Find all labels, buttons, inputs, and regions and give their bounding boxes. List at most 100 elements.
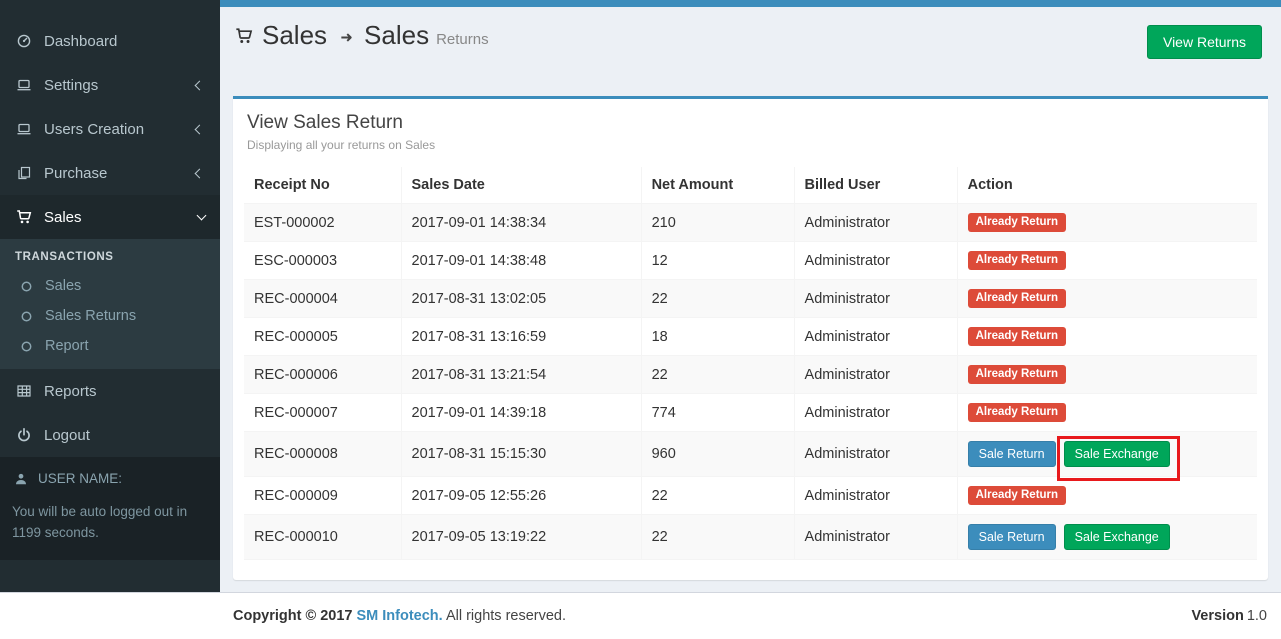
sale-return-button[interactable]: Sale Return: [967, 441, 1056, 467]
action-cell: Already Return: [956, 476, 1257, 515]
view-returns-button[interactable]: View Returns: [1146, 25, 1262, 59]
sidebar-item-reports[interactable]: Reports: [0, 369, 220, 413]
sidebar-item-sales[interactable]: Sales: [0, 195, 220, 239]
net-amount-cell: 22: [640, 355, 795, 394]
breadcrumb-subpage: Returns: [436, 31, 489, 48]
user-panel-title: USER NAME:: [12, 471, 208, 486]
top-accent-bar: [220, 0, 1281, 7]
sidebar-item-label: Dashboard: [44, 32, 118, 50]
sidebar-item-label: Purchase: [44, 164, 108, 182]
company-link[interactable]: SM Infotech.: [356, 608, 443, 624]
sales-date-cell: 2017-09-01 14:39:18: [400, 393, 642, 432]
page: Dashboard Settings Users Creation Purchase S…: [0, 0, 1281, 592]
already-return-badge: Already Return: [967, 251, 1067, 270]
net-amount-cell: 22: [640, 476, 795, 515]
net-amount-cell: 22: [640, 279, 795, 318]
laptop-icon: [15, 77, 33, 93]
content-header: Sales Sales Returns View Returns: [220, 7, 1281, 59]
panel-header: View Sales Return Displaying all your re…: [233, 99, 1268, 161]
laptop-icon: [15, 121, 33, 137]
table-header-row: Receipt No Sales Date Net Amount Billed Use…: [244, 167, 1257, 204]
sales-date-cell: 2017-09-01 14:38:34: [400, 203, 642, 242]
billed-user-cell: Administrator: [793, 355, 958, 394]
sidebar-item-label: Settings: [44, 76, 99, 94]
submenu-item-report[interactable]: Report: [0, 331, 220, 361]
submenu-header: TRANSACTIONS: [15, 251, 114, 263]
table-row: REC-000009 2017-09-05 12:55:26 22 Administr…: [244, 476, 1257, 515]
sidebar-submenu: TRANSACTIONS Sales Sales Returns Report: [0, 239, 220, 369]
billed-user-cell: Administrator: [793, 279, 958, 318]
highlighted-action: Sale Exchange: [1056, 436, 1180, 481]
sidebar-item-users-creation[interactable]: Users Creation: [0, 107, 220, 151]
receipt-no-cell: REC-000007: [244, 393, 402, 432]
circle-o-icon: [17, 340, 35, 353]
receipt-no-cell: ESC-000003: [244, 241, 402, 280]
net-amount-cell: 960: [640, 431, 795, 477]
sales-returns-table: Receipt No Sales Date Net Amount Billed Use…: [244, 167, 1257, 560]
panel-title: View Sales Return: [247, 112, 403, 133]
version: Version 1.0: [1191, 608, 1267, 624]
footer: Copyright © 2017 SM Infotech. All rights…: [0, 592, 1281, 639]
billed-user-cell: Administrator: [793, 241, 958, 280]
sale-return-button[interactable]: Sale Return: [967, 524, 1056, 550]
receipt-no-cell: REC-000009: [244, 476, 402, 515]
table-icon: [15, 383, 33, 399]
version-label: Version: [1191, 608, 1244, 624]
column-header-net-amount: Net Amount: [640, 167, 795, 204]
receipt-no-cell: REC-000004: [244, 279, 402, 318]
user-icon: [12, 472, 30, 486]
auto-logout-note: You will be auto logged out in 1199 seco…: [12, 504, 188, 540]
submenu-item-label: Sales: [45, 278, 82, 294]
arrow-right-icon: [337, 30, 355, 45]
sidebar: Dashboard Settings Users Creation Purchase S…: [0, 0, 220, 592]
submenu-items: Sales Sales Returns Report: [0, 271, 220, 361]
table-row: ESC-000003 2017-09-01 14:38:48 12 Administr…: [244, 241, 1257, 280]
main-content: Sales Sales Returns View Returns View Sa…: [220, 0, 1281, 592]
sidebar-item-label: Logout: [44, 426, 90, 444]
submenu-item-sales[interactable]: Sales: [0, 271, 220, 301]
sidebar-item-logout[interactable]: Logout: [0, 413, 220, 457]
net-amount-cell: 210: [640, 203, 795, 242]
billed-user-cell: Administrator: [793, 514, 958, 560]
action-cell: Already Return: [956, 393, 1257, 432]
sidebar-item-dashboard[interactable]: Dashboard: [0, 19, 220, 63]
already-return-badge: Already Return: [967, 403, 1067, 422]
column-header-billed-user: Billed User: [793, 167, 958, 204]
sale-exchange-button[interactable]: Sale Exchange: [1063, 441, 1170, 467]
chevron-down-icon: [196, 210, 207, 221]
sale-exchange-button[interactable]: Sale Exchange: [1063, 524, 1170, 550]
circle-o-icon: [17, 280, 35, 293]
version-value: 1.0: [1246, 608, 1267, 624]
sidebar-item-label: Users Creation: [44, 120, 145, 138]
table-row: EST-000002 2017-09-01 14:38:34 210 Administ…: [244, 203, 1257, 242]
panel-subtitle: Displaying all your returns on Sales: [247, 138, 436, 152]
table-row: REC-000005 2017-08-31 13:16:59 18 Administr…: [244, 317, 1257, 356]
submenu-item-sales-returns[interactable]: Sales Returns: [0, 301, 220, 331]
sales-date-cell: 2017-08-31 13:16:59: [400, 317, 642, 356]
cart-icon: [235, 25, 253, 47]
sidebar-item-settings[interactable]: Settings: [0, 63, 220, 107]
copyright-prefix: Copyright © 2017: [233, 608, 353, 624]
sales-date-cell: 2017-09-01 14:38:48: [400, 241, 642, 280]
billed-user-cell: Administrator: [793, 317, 958, 356]
receipt-no-cell: REC-000005: [244, 317, 402, 356]
sidebar-filler: [0, 559, 220, 592]
sidebar-nav: Dashboard Settings Users Creation Purchase S…: [0, 0, 220, 457]
action-cell: Sale Return Sale Exchange: [956, 514, 1257, 560]
copyright: Copyright © 2017 SM Infotech. All rights…: [233, 608, 566, 624]
table-row: REC-000004 2017-08-31 13:02:05 22 Administr…: [244, 279, 1257, 318]
net-amount-cell: 18: [640, 317, 795, 356]
net-amount-cell: 12: [640, 241, 795, 280]
billed-user-cell: Administrator: [793, 431, 958, 477]
action-cell: Already Return: [956, 317, 1257, 356]
sidebar-item-purchase[interactable]: Purchase: [0, 151, 220, 195]
column-header-action: Action: [956, 167, 1257, 204]
action-cell: Already Return: [956, 355, 1257, 394]
sales-date-cell: 2017-08-31 13:02:05: [400, 279, 642, 318]
billed-user-cell: Administrator: [793, 393, 958, 432]
power-icon: [15, 427, 33, 443]
sales-return-panel: View Sales Return Displaying all your re…: [233, 96, 1268, 580]
action-cell: Already Return: [956, 279, 1257, 318]
chevron-left-icon: [194, 80, 205, 90]
sidebar-menu: Dashboard Settings Users Creation Purchase S…: [0, 19, 220, 239]
